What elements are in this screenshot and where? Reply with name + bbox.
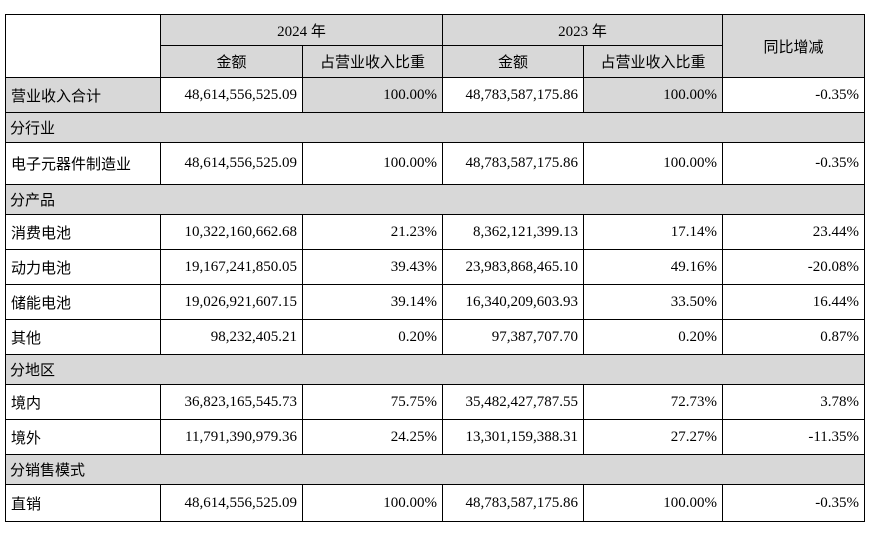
amount-2023: 8,362,121,399.13 <box>442 214 585 250</box>
header-sub-row: 金额 占营业收入比重 金额 占营业收入比重 <box>6 45 865 78</box>
amount-2024: 48,614,556,525.09 <box>160 77 303 113</box>
ratio-2023: 0.20% <box>583 319 724 355</box>
amount-2024: 11,791,390,979.36 <box>160 419 303 455</box>
row-label: 动力电池 <box>5 249 161 285</box>
section-label: 分行业 <box>4 112 866 143</box>
yoy-change: -0.35% <box>722 484 866 522</box>
yoy-change: 3.78% <box>722 384 866 420</box>
row-label: 营业收入合计 <box>5 77 161 113</box>
ratio-2023: 72.73% <box>583 384 724 420</box>
header-year-2024: 2024 年 <box>159 14 444 46</box>
section-row: 分产品 <box>4 184 866 215</box>
amount-2023: 48,783,587,175.86 <box>442 484 585 522</box>
ratio-2023: 17.14% <box>583 214 724 250</box>
ratio-2023: 100.00% <box>583 77 724 113</box>
table-header: 2024 年 2023 年 同比增减 金额 占营业收入比重 金额 占营业收入比重 <box>5 14 866 78</box>
section-row: 分销售模式 <box>4 454 866 485</box>
section-row: 分行业 <box>4 112 866 143</box>
amount-2024: 48,614,556,525.09 <box>160 484 303 522</box>
ratio-2024: 39.43% <box>301 249 444 285</box>
yoy-change: -0.35% <box>722 142 866 185</box>
amount-2023: 16,340,209,603.93 <box>442 284 585 320</box>
row-label: 消费电池 <box>5 214 161 250</box>
ratio-2024: 100.00% <box>301 77 444 113</box>
section-label: 分地区 <box>4 354 866 385</box>
table-row: 其他 98,232,405.21 0.20% 97,387,707.70 0.20% 0.… <box>5 319 866 355</box>
header-corner-cell <box>5 14 161 78</box>
row-label: 境内 <box>5 384 161 420</box>
ratio-2024: 21.23% <box>301 214 444 250</box>
header-ratio-2023: 占营业收入比重 <box>583 45 724 78</box>
amount-2023: 13,301,159,388.31 <box>442 419 585 455</box>
header-group-row: 2024 年 2023 年 同比增减 <box>5 14 866 78</box>
yoy-change: -0.35% <box>722 77 866 113</box>
ratio-2024: 24.25% <box>301 419 444 455</box>
ratio-2023: 33.50% <box>583 284 724 320</box>
header-ratio-2024: 占营业收入比重 <box>301 45 444 78</box>
ratio-2024: 39.14% <box>301 284 444 320</box>
ratio-2024: 100.00% <box>301 484 444 522</box>
table-row: 直销 48,614,556,525.09 100.00% 48,783,587,175… <box>5 484 866 522</box>
table-row: 电子元器件制造业 48,614,556,525.09 100.00% 48,783,5… <box>5 142 866 185</box>
table-row: 境内 36,823,165,545.73 75.75% 35,482,427,787.… <box>5 384 866 420</box>
ratio-2024: 75.75% <box>301 384 444 420</box>
row-label: 电子元器件制造业 <box>5 142 161 185</box>
table-row: 境外 11,791,390,979.36 24.25% 13,301,159,388.… <box>5 419 866 455</box>
row-label: 直销 <box>5 484 161 522</box>
table-row: 消费电池 10,322,160,662.68 21.23% 8,362,121,399… <box>5 214 866 250</box>
section-label: 分销售模式 <box>4 454 866 485</box>
amount-2024: 10,322,160,662.68 <box>160 214 303 250</box>
header-year-2023: 2023 年 <box>442 14 724 46</box>
amount-2024: 19,167,241,850.05 <box>160 249 303 285</box>
amount-2024: 19,026,921,607.15 <box>160 284 303 320</box>
table-row: 动力电池 19,167,241,850.05 39.43% 23,983,868,46… <box>5 249 866 285</box>
amount-2023: 48,783,587,175.86 <box>442 77 585 113</box>
yoy-change: -11.35% <box>722 419 866 455</box>
amount-2023: 48,783,587,175.86 <box>442 142 585 185</box>
amount-2023: 35,482,427,787.55 <box>442 384 585 420</box>
amount-2024: 48,614,556,525.09 <box>160 142 303 185</box>
ratio-2023: 100.00% <box>583 142 724 185</box>
amount-2023: 97,387,707.70 <box>442 319 585 355</box>
amount-2024: 98,232,405.21 <box>160 319 303 355</box>
yoy-change: 0.87% <box>722 319 866 355</box>
ratio-2023: 49.16% <box>583 249 724 285</box>
ratio-2023: 100.00% <box>583 484 724 522</box>
yoy-change: -20.08% <box>722 249 866 285</box>
yoy-change: 23.44% <box>722 214 866 250</box>
table-row: 储能电池 19,026,921,607.15 39.14% 16,340,209,60… <box>5 284 866 320</box>
table-row: 营业收入合计 48,614,556,525.09 100.00% 48,783,587… <box>5 77 866 113</box>
ratio-2024: 100.00% <box>301 142 444 185</box>
section-label: 分产品 <box>4 184 866 215</box>
revenue-breakdown-table: 2024 年 2023 年 同比增减 金额 占营业收入比重 金额 占营业收入比重… <box>4 14 866 522</box>
amount-2023: 23,983,868,465.10 <box>442 249 585 285</box>
table-body: 营业收入合计 48,614,556,525.09 100.00% 48,783,587… <box>4 77 866 522</box>
header-yoy-change: 同比增减 <box>722 14 866 78</box>
ratio-2023: 27.27% <box>583 419 724 455</box>
ratio-2024: 0.20% <box>301 319 444 355</box>
header-amount-2024: 金额 <box>160 45 303 78</box>
section-row: 分地区 <box>4 354 866 385</box>
row-label: 其他 <box>5 319 161 355</box>
header-amount-2023: 金额 <box>442 45 585 78</box>
yoy-change: 16.44% <box>722 284 866 320</box>
amount-2024: 36,823,165,545.73 <box>160 384 303 420</box>
row-label: 储能电池 <box>5 284 161 320</box>
row-label: 境外 <box>5 419 161 455</box>
